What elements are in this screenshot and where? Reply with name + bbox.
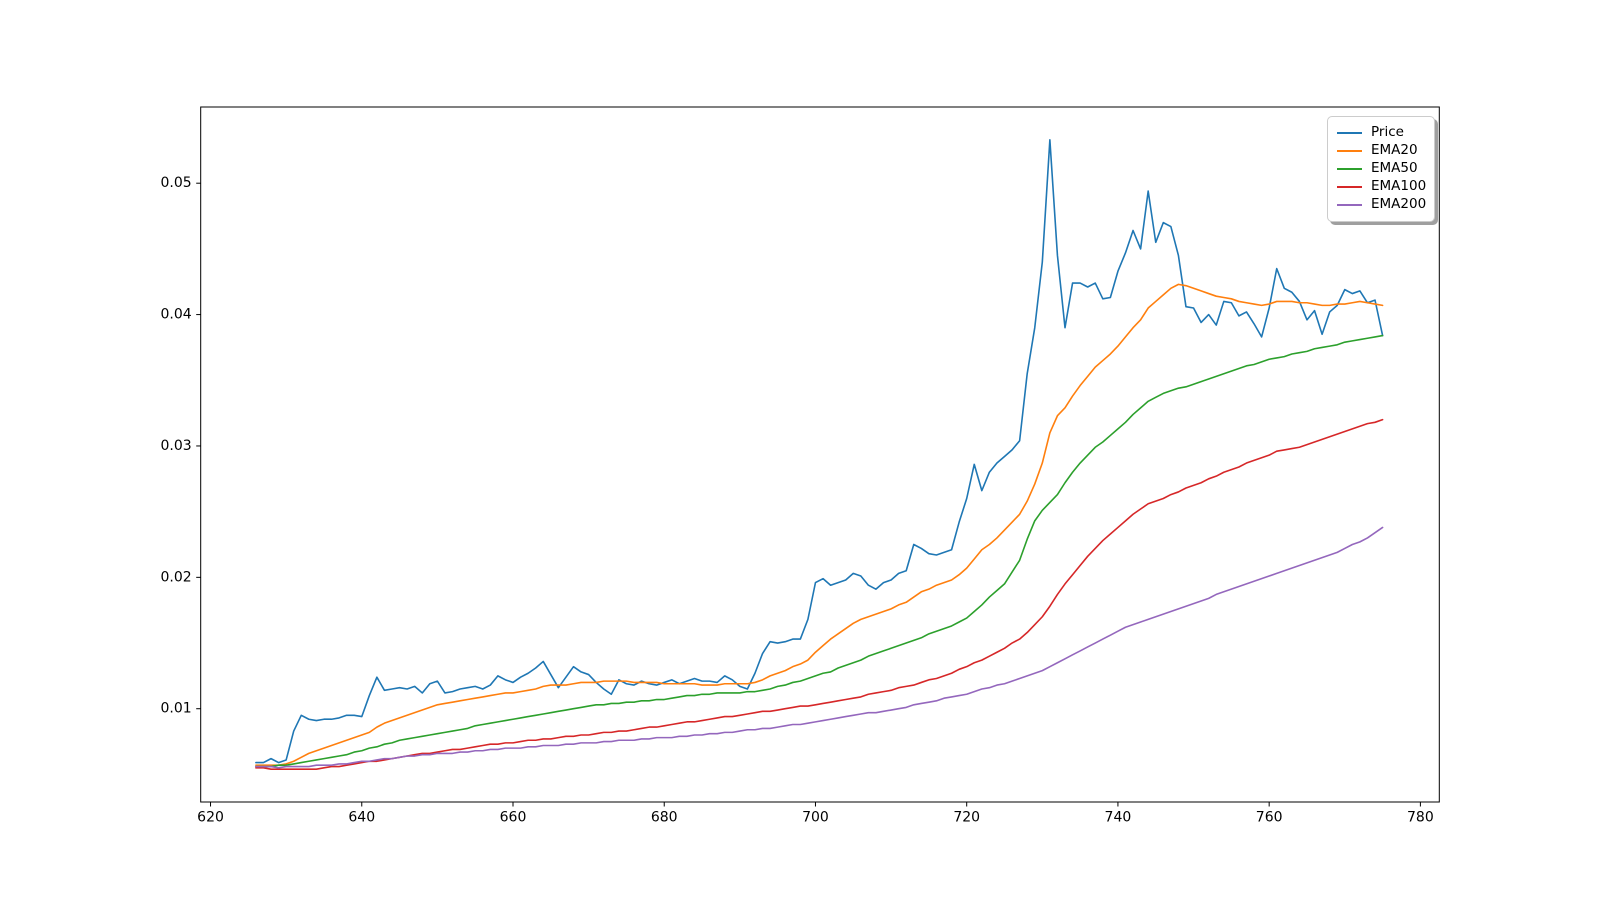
y-tick-label: 0.02	[161, 569, 192, 585]
legend-entry-ema200: EMA200	[1337, 196, 1426, 214]
line-ema50	[255, 334, 1384, 768]
x-axis: 620 640 660 680 700 720 740 760 780	[197, 802, 1434, 826]
x-tick-label: 720	[953, 810, 980, 826]
legend-line-sample	[1337, 150, 1362, 152]
line-price	[255, 139, 1384, 764]
legend: Price EMA20 EMA50 EMA100 EMA200	[1327, 116, 1435, 222]
x-tick-label: 680	[651, 810, 678, 826]
legend-line-sample	[1337, 132, 1362, 134]
x-tick-label: 760	[1256, 810, 1283, 826]
axes-spines	[200, 106, 1440, 803]
x-tick-label: 660	[500, 810, 527, 826]
y-tick-label: 0.03	[161, 438, 192, 454]
y-tick-label: 0.05	[161, 175, 192, 191]
legend-entry-ema20: EMA20	[1337, 142, 1426, 160]
legend-line-sample	[1337, 168, 1362, 170]
x-tick-label: 740	[1105, 810, 1132, 826]
y-axis: 0.01 0.02 0.03 0.04 0.05	[161, 175, 201, 717]
legend-entry-price: Price	[1337, 124, 1426, 142]
legend-label: EMA50	[1371, 160, 1418, 177]
y-tick-label: 0.01	[161, 701, 192, 717]
x-tick-label: 700	[802, 810, 829, 826]
line-ema200	[255, 526, 1384, 769]
legend-entry-ema100: EMA100	[1337, 178, 1426, 196]
plot-lines	[255, 139, 1384, 770]
line-ema100	[255, 418, 1384, 770]
line-ema20	[255, 283, 1384, 767]
x-tick-label: 620	[197, 810, 224, 826]
legend-label: Price	[1371, 124, 1404, 141]
x-tick-label: 640	[348, 810, 375, 826]
y-tick-label: 0.04	[161, 307, 192, 323]
legend-line-sample	[1337, 186, 1362, 188]
legend-entry-ema50: EMA50	[1337, 160, 1426, 178]
legend-label: EMA20	[1371, 142, 1418, 159]
legend-label: EMA100	[1371, 178, 1427, 195]
legend-label: EMA200	[1371, 196, 1427, 213]
x-tick-label: 780	[1407, 810, 1434, 826]
legend-line-sample	[1337, 204, 1362, 206]
